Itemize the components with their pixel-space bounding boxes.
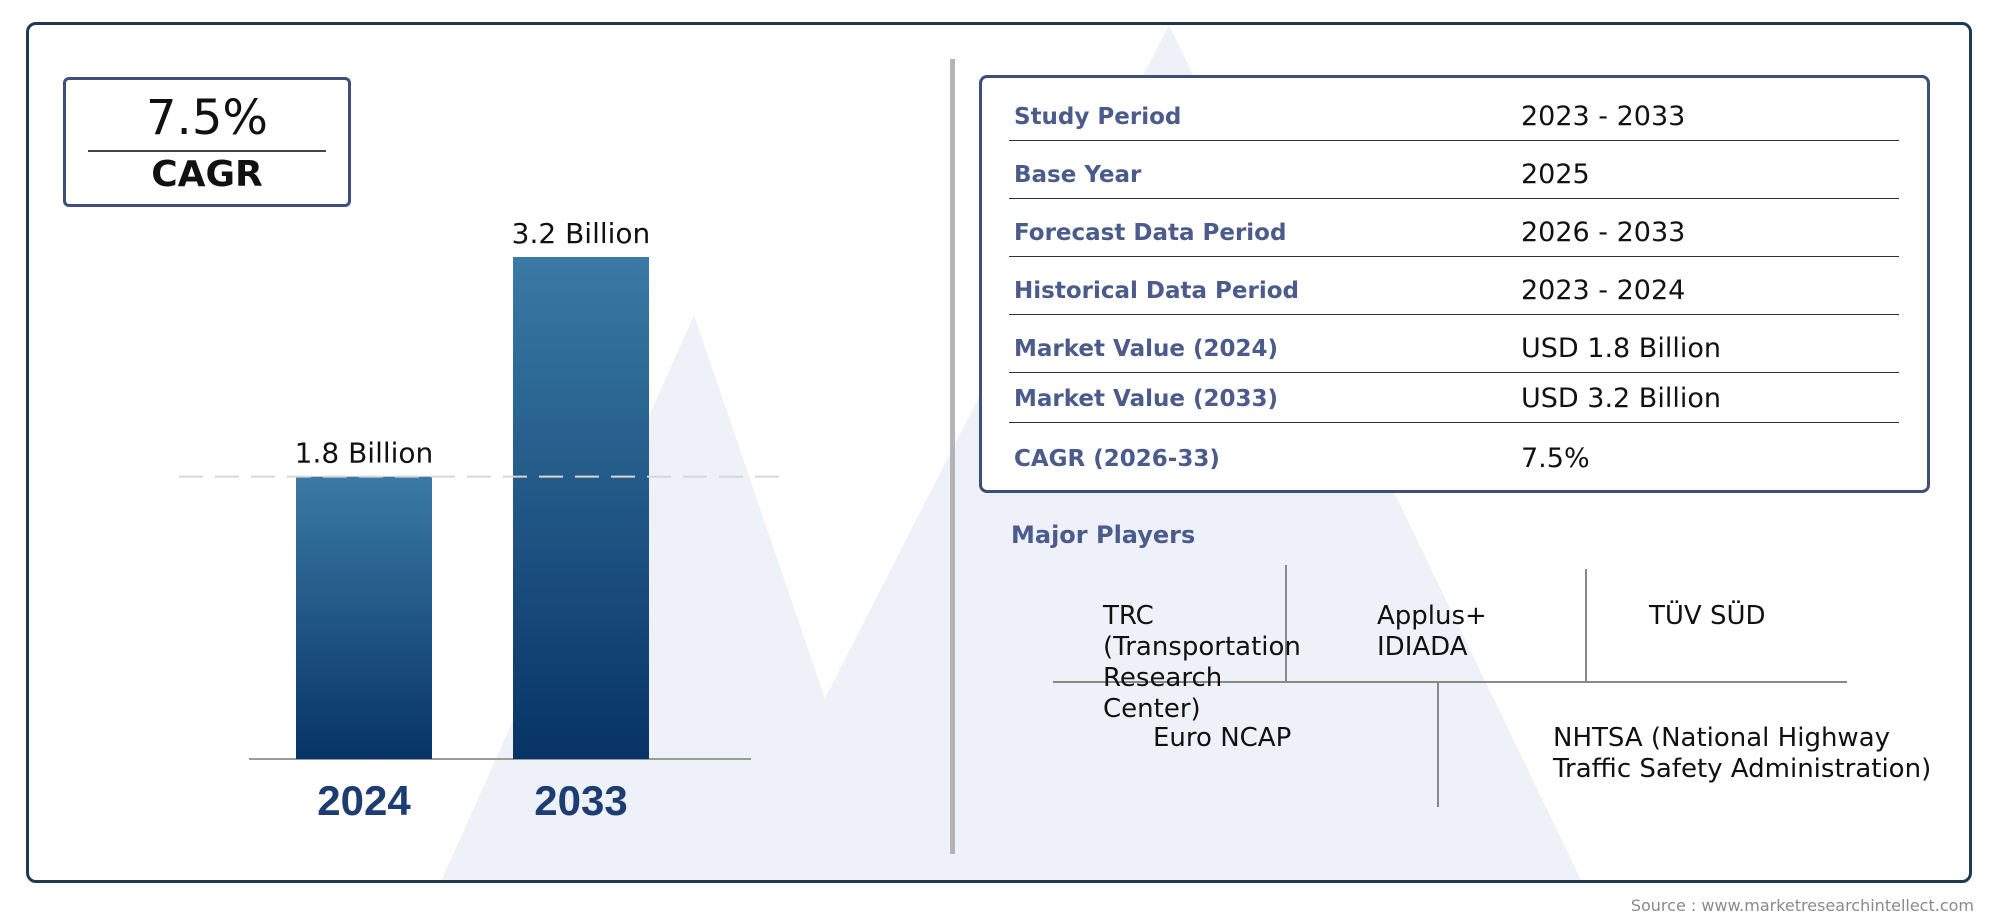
summary-row-label: Forecast Data Period (1014, 220, 1287, 246)
player-name: NHTSA (National Highway Traffic Safety A… (1553, 723, 1932, 784)
summary-row: Market Value (2024) USD 1.8 Billion (1009, 314, 1899, 373)
bar-value-label: 3.2 Billion (512, 217, 651, 250)
summary-row: Historical Data Period 2023 - 2024 (1009, 256, 1899, 315)
summary-row-label: Market Value (2033) (1014, 386, 1278, 412)
summary-row-value: USD 3.2 Billion (1521, 383, 1721, 414)
cagr-label: CAGR (151, 154, 263, 195)
bar-chart: 1.8 Billion 2024 3.2 Billion 2033 (179, 217, 791, 824)
summary-row: Market Value (2033) USD 3.2 Billion (1009, 372, 1899, 423)
summary-row: CAGR (2026-33) 7.5% (1009, 422, 1899, 482)
bar-2024 (296, 476, 432, 759)
summary-row: Study Period 2023 - 2033 (1009, 82, 1899, 141)
vertical-divider (950, 59, 955, 854)
summary-row-label: CAGR (2026-33) (1014, 446, 1220, 472)
players-divider-vertical (1437, 681, 1439, 807)
summary-row-value: 7.5% (1521, 443, 1590, 474)
summary-row-label: Study Period (1014, 104, 1182, 130)
source-note: Source : www.marketresearchintellect.com (1630, 896, 1974, 915)
summary-row-label: Historical Data Period (1014, 278, 1299, 304)
players-divider-vertical (1285, 565, 1287, 681)
players-divider-horizontal (1053, 681, 1847, 683)
cagr-divider (88, 150, 326, 152)
summary-row-label: Base Year (1014, 162, 1142, 188)
summary-row-value: 2023 - 2033 (1521, 101, 1686, 132)
player-name: Applus+ IDIADA (1377, 601, 1487, 662)
category-label: 2033 (534, 777, 627, 824)
cagr-box: 7.5% CAGR (63, 77, 351, 207)
player-name: TRC (Transportation Research Center) (1103, 601, 1301, 724)
bar-value-label: 1.8 Billion (295, 437, 434, 470)
major-players-title: Major Players (1011, 521, 1196, 549)
infographic-frame: 7.5% CAGR 1.8 Billion 2024 3.2 Billion 2033… (26, 22, 1972, 883)
summary-row: Base Year 2025 (1009, 140, 1899, 199)
cagr-value: 7.5% (146, 90, 268, 146)
summary-row-value: USD 1.8 Billion (1521, 333, 1721, 364)
player-name: Euro NCAP (1153, 723, 1292, 753)
players-divider-vertical (1585, 569, 1587, 681)
summary-row-value: 2023 - 2024 (1521, 275, 1686, 306)
category-label: 2024 (317, 777, 411, 824)
bar-2033 (513, 257, 649, 759)
summary-row-value: 2025 (1521, 159, 1590, 190)
player-name: TÜV SÜD (1649, 601, 1766, 631)
summary-row-value: 2026 - 2033 (1521, 217, 1686, 248)
summary-row: Forecast Data Period 2026 - 2033 (1009, 198, 1899, 257)
summary-row-label: Market Value (2024) (1014, 336, 1278, 362)
market-summary-table: Study Period 2023 - 2033 Base Year 2025 … (979, 75, 1930, 493)
